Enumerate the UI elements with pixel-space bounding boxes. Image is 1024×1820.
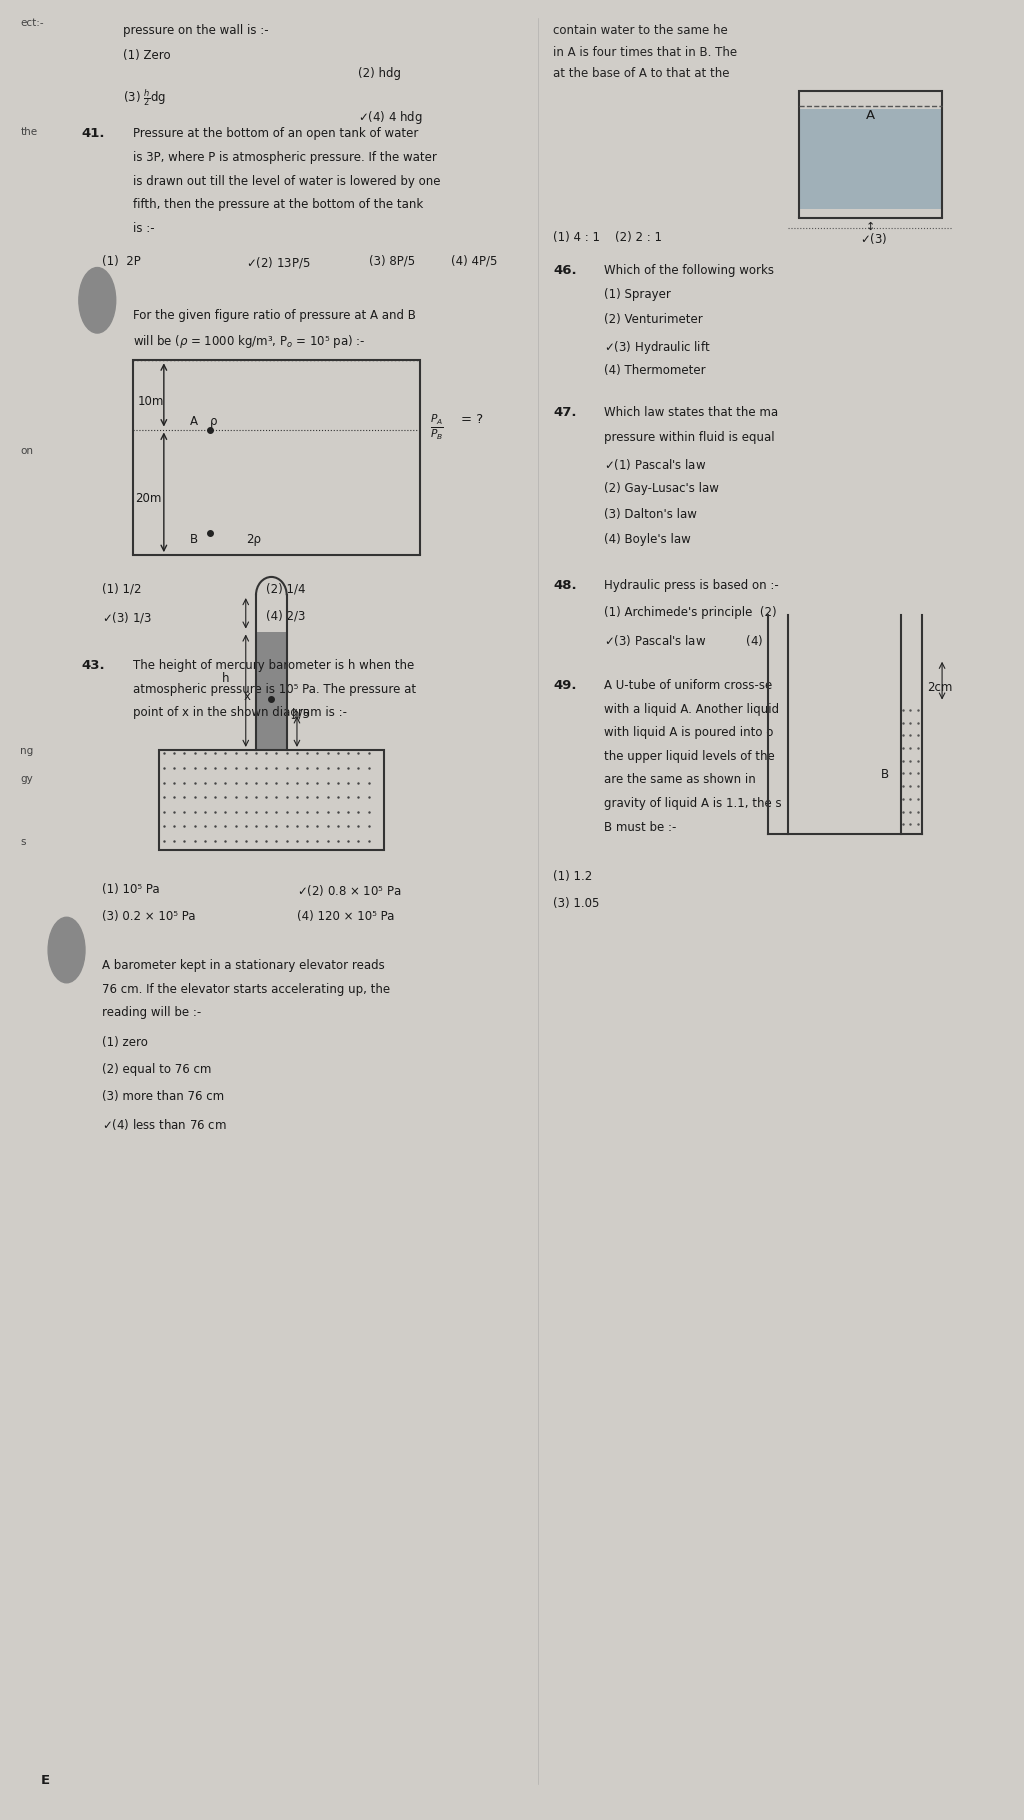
- Text: (1) Zero: (1) Zero: [123, 49, 171, 62]
- Text: (1) 10⁵ Pa: (1) 10⁵ Pa: [102, 883, 160, 895]
- Text: gy: gy: [20, 774, 33, 783]
- Text: A barometer kept in a stationary elevator reads: A barometer kept in a stationary elevato…: [102, 959, 385, 972]
- Text: 49.: 49.: [553, 679, 577, 692]
- Text: 41.: 41.: [82, 127, 105, 140]
- Text: with liquid A is poured into o: with liquid A is poured into o: [604, 726, 773, 739]
- Text: s: s: [20, 837, 26, 846]
- Text: (2) equal to 76 cm: (2) equal to 76 cm: [102, 1063, 212, 1076]
- Text: ng: ng: [20, 746, 34, 755]
- Text: the upper liquid levels of the: the upper liquid levels of the: [604, 750, 775, 763]
- Text: (3) 8P/5: (3) 8P/5: [369, 255, 415, 268]
- Text: (2) hdg: (2) hdg: [358, 67, 401, 80]
- Circle shape: [79, 268, 116, 333]
- Text: at the base of A to that at the: at the base of A to that at the: [553, 67, 729, 80]
- Text: $\checkmark$(3) Hydraulic lift: $\checkmark$(3) Hydraulic lift: [604, 339, 711, 355]
- Text: B: B: [189, 533, 198, 546]
- Text: (1) zero: (1) zero: [102, 1036, 148, 1048]
- Text: (1) Archimede's principle  (2): (1) Archimede's principle (2): [604, 606, 777, 619]
- Text: 48.: 48.: [553, 579, 577, 592]
- Text: 47.: 47.: [553, 406, 577, 419]
- Text: pressure on the wall is :-: pressure on the wall is :-: [123, 24, 268, 36]
- Text: ρ: ρ: [210, 415, 217, 428]
- Text: 42.: 42.: [87, 284, 108, 298]
- Text: h: h: [221, 672, 229, 686]
- Text: $\checkmark$(3) 1/3: $\checkmark$(3) 1/3: [102, 610, 153, 624]
- Text: B: B: [881, 768, 889, 781]
- Text: $\frac{P_A}{P_B}$: $\frac{P_A}{P_B}$: [430, 413, 444, 442]
- Text: A: A: [189, 415, 198, 428]
- Text: is 3P, where P is atmospheric pressure. If the water: is 3P, where P is atmospheric pressure. …: [133, 151, 437, 164]
- Text: is :-: is :-: [133, 222, 155, 235]
- Text: (4) Thermometer: (4) Thermometer: [604, 364, 706, 377]
- Text: Which law states that the ma: Which law states that the ma: [604, 406, 778, 419]
- Text: (1) Sprayer: (1) Sprayer: [604, 288, 671, 300]
- Text: = ?: = ?: [461, 413, 483, 426]
- Text: (3) 1.05: (3) 1.05: [553, 897, 599, 910]
- Text: (4) 120 × 10⁵ Pa: (4) 120 × 10⁵ Pa: [297, 910, 394, 923]
- Text: Which of the following works: Which of the following works: [604, 264, 774, 277]
- Bar: [256, 632, 287, 750]
- Text: contain water to the same he: contain water to the same he: [553, 24, 728, 36]
- Text: ↕: ↕: [865, 222, 876, 231]
- Text: 44.: 44.: [56, 934, 77, 948]
- Text: atmospheric pressure is 10⁵ Pa. The pressure at: atmospheric pressure is 10⁵ Pa. The pres…: [133, 682, 416, 695]
- Text: B must be :-: B must be :-: [604, 821, 677, 834]
- Text: For the given figure ratio of pressure at A and B: For the given figure ratio of pressure a…: [133, 309, 416, 322]
- Text: (1)  2P: (1) 2P: [102, 255, 141, 268]
- Text: (3) more than 76 cm: (3) more than 76 cm: [102, 1090, 224, 1103]
- Text: is drawn out till the level of water is lowered by one: is drawn out till the level of water is …: [133, 175, 440, 187]
- Text: The height of mercury barometer is h when the: The height of mercury barometer is h whe…: [133, 659, 415, 672]
- Text: on: on: [20, 446, 34, 455]
- Text: (3) 0.2 × 10⁵ Pa: (3) 0.2 × 10⁵ Pa: [102, 910, 196, 923]
- Text: 10m: 10m: [137, 395, 164, 408]
- Text: h/5: h/5: [292, 708, 310, 721]
- Text: $\checkmark$(4) 4 hdg: $\checkmark$(4) 4 hdg: [358, 109, 423, 126]
- Text: (1) 1/2: (1) 1/2: [102, 582, 142, 595]
- Text: fifth, then the pressure at the bottom of the tank: fifth, then the pressure at the bottom o…: [133, 198, 423, 211]
- Text: the: the: [20, 127, 38, 136]
- Text: $\checkmark$(3): $\checkmark$(3): [860, 231, 888, 246]
- Text: (4) 4P/5: (4) 4P/5: [451, 255, 497, 268]
- Text: 46.: 46.: [553, 264, 577, 277]
- Text: 20m: 20m: [135, 491, 162, 506]
- Text: with a liquid A. Another liquid: with a liquid A. Another liquid: [604, 703, 779, 715]
- Text: $\checkmark$(2) 13P/5: $\checkmark$(2) 13P/5: [246, 255, 310, 269]
- Text: (2) Venturimeter: (2) Venturimeter: [604, 313, 702, 326]
- Text: $\checkmark$(1) Pascal's law: $\checkmark$(1) Pascal's law: [604, 457, 707, 471]
- Text: (4) Boyle's law: (4) Boyle's law: [604, 533, 691, 546]
- Text: Hydraulic press is based on :-: Hydraulic press is based on :-: [604, 579, 779, 592]
- Text: in A is four times that in B. The: in A is four times that in B. The: [553, 46, 737, 58]
- Text: 2ρ: 2ρ: [246, 533, 261, 546]
- Text: (3) Dalton's law: (3) Dalton's law: [604, 508, 697, 521]
- Text: reading will be :-: reading will be :-: [102, 1006, 202, 1019]
- Bar: [159, 750, 384, 850]
- Text: (1) 1.2: (1) 1.2: [553, 870, 592, 883]
- Text: point of x in the shown diagram is :-: point of x in the shown diagram is :-: [133, 706, 347, 719]
- Text: ect:-: ect:-: [20, 18, 44, 27]
- Text: (2) 1/4: (2) 1/4: [266, 582, 306, 595]
- Text: $\checkmark$(2) 0.8 × 10⁵ Pa: $\checkmark$(2) 0.8 × 10⁵ Pa: [297, 883, 401, 897]
- Text: (2) Gay-Lusac's law: (2) Gay-Lusac's law: [604, 482, 719, 495]
- Text: 2cm: 2cm: [927, 681, 952, 693]
- Text: (1) 4 : 1    (2) 2 : 1: (1) 4 : 1 (2) 2 : 1: [553, 231, 662, 244]
- Text: x: x: [244, 690, 251, 703]
- Text: are the same as shown in: are the same as shown in: [604, 774, 756, 786]
- Text: $\checkmark$(4) less than 76 cm: $\checkmark$(4) less than 76 cm: [102, 1117, 227, 1132]
- Text: (3) $\frac{h}{2}$dg: (3) $\frac{h}{2}$dg: [123, 87, 166, 109]
- Text: Pressure at the bottom of an open tank of water: Pressure at the bottom of an open tank o…: [133, 127, 419, 140]
- Text: $\checkmark$(3) Pascal's law           (4): $\checkmark$(3) Pascal's law (4): [604, 633, 764, 648]
- Text: will be ($\rho$ = 1000 kg/m³, P$_o$ = 10⁵ pa) :-: will be ($\rho$ = 1000 kg/m³, P$_o$ = 10…: [133, 333, 366, 349]
- Circle shape: [48, 917, 85, 983]
- Text: pressure within fluid is equal: pressure within fluid is equal: [604, 431, 775, 444]
- Text: A: A: [866, 109, 874, 122]
- Text: A U-tube of uniform cross-se: A U-tube of uniform cross-se: [604, 679, 772, 692]
- Text: (4) 2/3: (4) 2/3: [266, 610, 305, 622]
- Text: 76 cm. If the elevator starts accelerating up, the: 76 cm. If the elevator starts accelerati…: [102, 983, 390, 996]
- Polygon shape: [799, 109, 942, 209]
- Text: gravity of liquid A is 1.1, the s: gravity of liquid A is 1.1, the s: [604, 797, 781, 810]
- Text: 43.: 43.: [82, 659, 105, 672]
- Text: E: E: [41, 1774, 50, 1787]
